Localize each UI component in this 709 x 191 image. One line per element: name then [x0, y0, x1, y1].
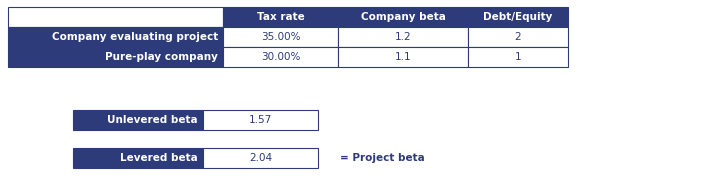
Bar	[8, 27, 223, 47]
Bar	[203, 148, 318, 168]
Bar	[8, 7, 223, 27]
Text: Pure-play company: Pure-play company	[105, 52, 218, 62]
Bar	[203, 110, 318, 130]
Bar	[223, 27, 338, 47]
Bar	[338, 27, 468, 47]
Text: 1.57: 1.57	[249, 115, 272, 125]
Text: Company evaluating project: Company evaluating project	[52, 32, 218, 42]
Text: 2: 2	[515, 32, 521, 42]
Bar	[223, 7, 338, 27]
Bar	[468, 47, 568, 67]
Bar	[8, 47, 223, 67]
Text: Unlevered beta: Unlevered beta	[107, 115, 198, 125]
Bar	[338, 7, 468, 27]
Bar	[73, 110, 203, 130]
Text: 1.1: 1.1	[395, 52, 411, 62]
Text: = Project beta: = Project beta	[340, 153, 425, 163]
Bar	[338, 47, 468, 67]
Text: 30.00%: 30.00%	[261, 52, 300, 62]
Text: 35.00%: 35.00%	[261, 32, 300, 42]
Text: 2.04: 2.04	[249, 153, 272, 163]
Text: Tax rate: Tax rate	[257, 12, 304, 22]
Bar	[73, 148, 203, 168]
Text: 1.2: 1.2	[395, 32, 411, 42]
Bar	[223, 47, 338, 67]
Text: Levered beta: Levered beta	[121, 153, 198, 163]
Bar	[468, 27, 568, 47]
Bar	[468, 7, 568, 27]
Text: 1: 1	[515, 52, 521, 62]
Text: Company beta: Company beta	[361, 12, 445, 22]
Text: Debt/Equity: Debt/Equity	[484, 12, 553, 22]
